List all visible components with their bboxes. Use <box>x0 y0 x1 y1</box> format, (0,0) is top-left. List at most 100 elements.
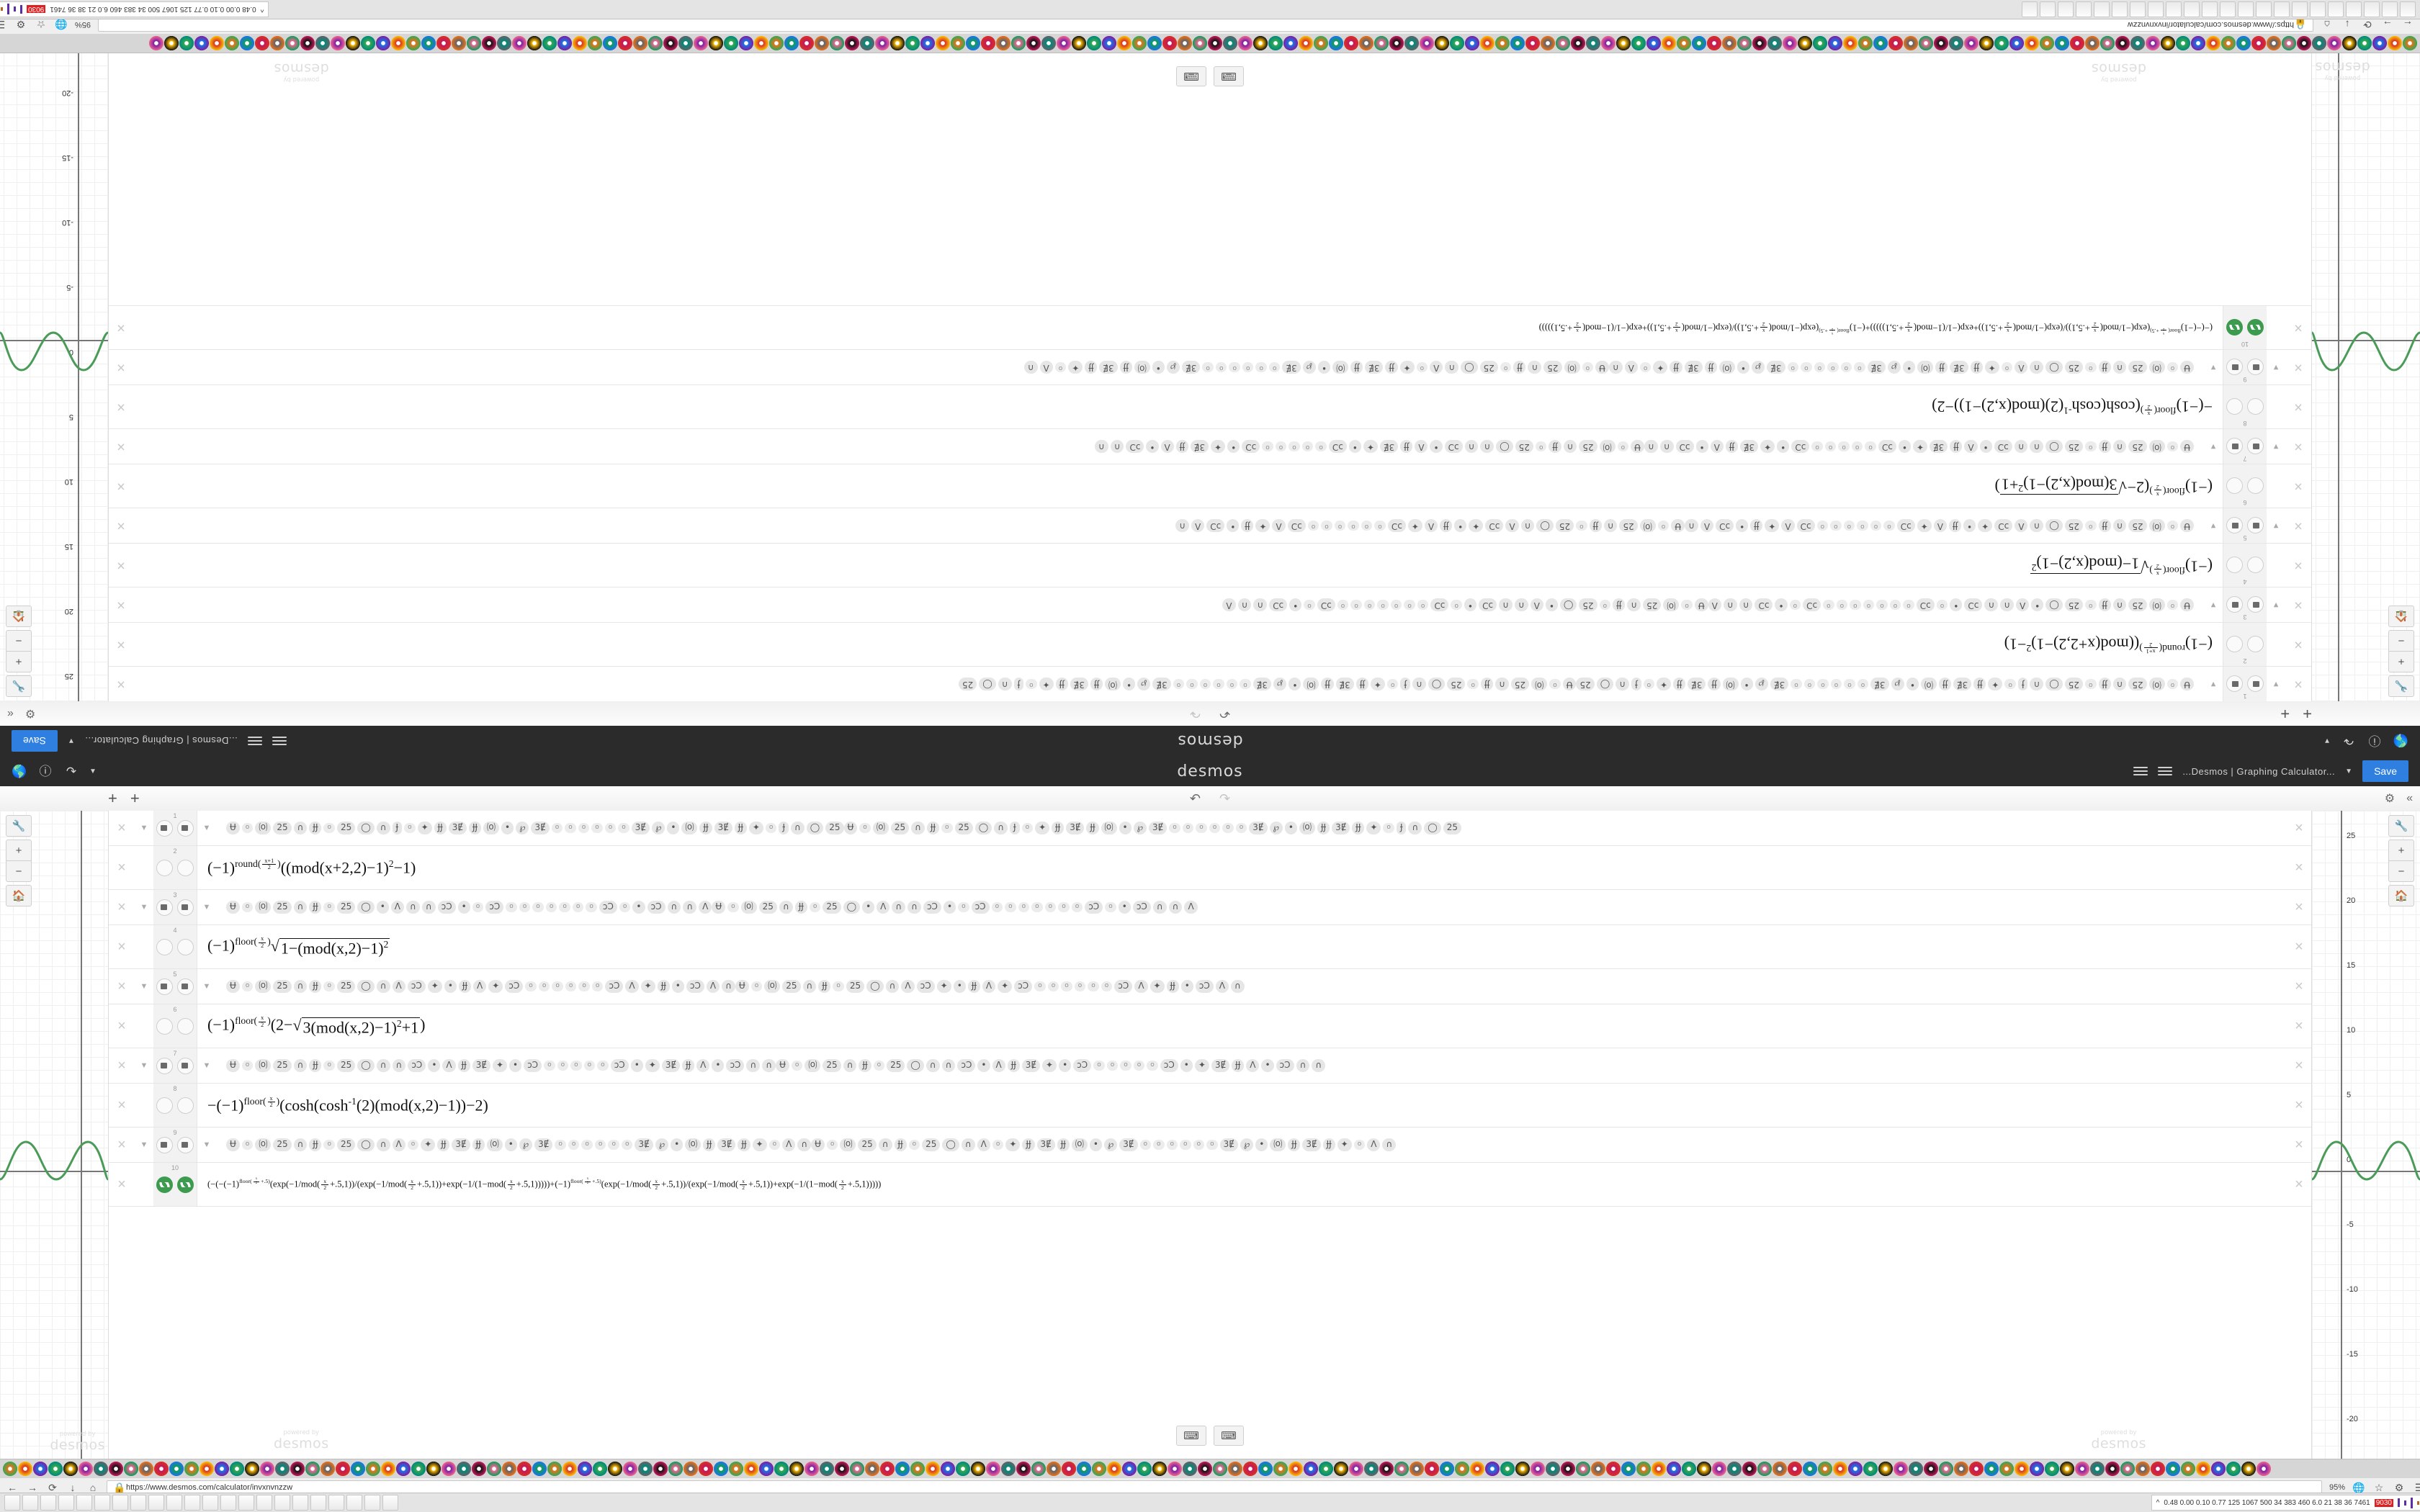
plot-color-swatch[interactable] <box>2226 359 2243 376</box>
browser-tab[interactable] <box>2372 36 2387 50</box>
redo-icon[interactable]: ↷ <box>1189 706 1201 721</box>
browser-tab[interactable] <box>1934 36 1948 50</box>
browser-tab[interactable] <box>542 36 557 50</box>
browser-tab[interactable] <box>1117 36 1131 50</box>
delete-expression-icon[interactable]: × <box>2294 636 2303 653</box>
browser-tab[interactable] <box>1909 1462 1923 1476</box>
expression-row[interactable]: × 2 (−1)round(x+1 2)((mod(x+2,2)−1)2−1) × <box>109 846 2311 890</box>
expand-row-icon[interactable]: ▼ <box>202 1061 211 1070</box>
browser-tab[interactable] <box>391 36 405 50</box>
plot-color-swatch[interactable] <box>2247 557 2264 574</box>
browser-tab[interactable] <box>699 1462 713 1476</box>
translate-icon[interactable]: 🌐 <box>2352 1481 2365 1493</box>
browser-tab[interactable] <box>1001 1462 1016 1476</box>
share-icon[interactable]: ↷ <box>66 764 77 778</box>
plot-color-swatch[interactable] <box>177 1176 194 1193</box>
browser-tab[interactable] <box>875 36 889 50</box>
expression-index-cell[interactable]: 2 <box>2223 623 2267 666</box>
browser-tab[interactable] <box>512 36 526 50</box>
browser-tab[interactable] <box>164 36 179 50</box>
expression-index-cell[interactable]: 6 <box>153 1004 197 1048</box>
wrench-icon[interactable]: 🔧 <box>2388 675 2414 697</box>
browser-tab[interactable] <box>2120 1462 2135 1476</box>
taskbar-window-button[interactable] <box>2040 1 2056 17</box>
browser-tab[interactable] <box>2282 36 2296 50</box>
browser-tab[interactable] <box>1137 1462 1152 1476</box>
browser-tab[interactable] <box>941 1462 955 1476</box>
browser-tab[interactable] <box>835 1462 849 1476</box>
browser-tab[interactable] <box>890 36 905 50</box>
plot-color-swatch[interactable] <box>2226 596 2243 613</box>
browser-tab[interactable] <box>184 1462 199 1476</box>
browser-tab[interactable] <box>1057 36 1071 50</box>
home-icon[interactable]: 🏠 <box>2388 885 2414 906</box>
download-icon[interactable]: ↓ <box>2344 19 2350 30</box>
browser-tab[interactable] <box>275 1462 290 1476</box>
browser-tab[interactable] <box>406 36 421 50</box>
browser-tab[interactable] <box>1636 1462 1651 1476</box>
browser-tab[interactable] <box>1016 1462 1031 1476</box>
expression-index-cell[interactable]: 9 <box>2223 350 2267 384</box>
download-icon[interactable]: ↓ <box>70 1482 76 1493</box>
browser-tab[interactable] <box>452 36 466 50</box>
browser-tab[interactable] <box>215 1462 229 1476</box>
taskbar-window-button[interactable] <box>2148 1 2164 17</box>
browser-tab[interactable] <box>754 36 768 50</box>
browser-tab[interactable] <box>1616 36 1631 50</box>
delete-expression-icon[interactable]: × <box>117 1136 126 1153</box>
browser-tab[interactable] <box>1425 1462 1439 1476</box>
expression-row[interactable]: × 10 (−(−(−1)floor(x 2 +.5)(exp(−1/mod(x 2 +.5… <box>109 1163 2311 1207</box>
taskbar-window-button[interactable] <box>2310 1 2326 17</box>
browser-tab[interactable] <box>3 1462 17 1476</box>
browser-tab[interactable] <box>2357 36 2372 50</box>
browser-tab[interactable] <box>684 1462 698 1476</box>
graph-panel-left[interactable]: 🔧 + − 🏠 powered by desmos <box>0 811 108 1459</box>
browser-tab[interactable] <box>1878 1462 1893 1476</box>
browser-tab[interactable] <box>1243 1462 1258 1476</box>
zoom-out-button[interactable]: − <box>6 630 32 651</box>
browser-tab[interactable] <box>2403 36 2417 50</box>
chevron-down-icon[interactable]: ▼ <box>89 767 97 775</box>
taskbar-window-button[interactable] <box>2328 1 2344 17</box>
browser-tab[interactable] <box>1525 36 1540 50</box>
chevron-down-icon[interactable]: ▼ <box>2323 737 2331 745</box>
expand-row-icon[interactable]: ▼ <box>140 1061 148 1070</box>
browser-tab[interactable] <box>709 36 723 50</box>
taskbar-window-button[interactable] <box>2274 1 2290 17</box>
delete-expression-icon[interactable]: × <box>2295 978 2303 994</box>
browser-tab[interactable] <box>33 1462 48 1476</box>
browser-tab[interactable] <box>1646 36 1661 50</box>
browser-tab[interactable] <box>1389 36 1404 50</box>
collapse-panel-icon[interactable]: « <box>2406 792 2413 804</box>
hamburger-menu-icon[interactable]: ☰ <box>0 18 7 31</box>
browser-tab[interactable] <box>2030 1462 2044 1476</box>
taskbar-window-button[interactable] <box>2382 1 2398 17</box>
browser-tab[interactable] <box>1258 1462 1273 1476</box>
browser-tab[interactable] <box>1359 36 1373 50</box>
plot-color-swatch[interactable] <box>156 1136 173 1153</box>
plot-color-swatch[interactable] <box>177 819 194 837</box>
browser-tab[interactable] <box>1077 1462 1091 1476</box>
home-icon[interactable]: 🏠 <box>2388 606 2414 627</box>
browser-tab[interactable] <box>411 1462 426 1476</box>
graph-panel-right[interactable]: 25 20 15 10 5 0 -5 -10 -15 -20 🔧 + − 🏠 <box>2312 811 2420 1459</box>
expression-index-cell[interactable]: 5 <box>153 969 197 1004</box>
browser-tab[interactable] <box>1888 36 1903 50</box>
taskbar-window-button[interactable] <box>2184 1 2200 17</box>
taskbar-window-button[interactable] <box>2238 1 2254 17</box>
delete-expression-icon[interactable]: × <box>117 859 126 876</box>
browser-tab[interactable] <box>2115 36 2130 50</box>
browser-tab[interactable] <box>2075 1462 2089 1476</box>
delete-expression-icon[interactable]: × <box>2295 1057 2303 1074</box>
browser-tab[interactable] <box>502 1462 516 1476</box>
browser-tab[interactable] <box>2040 36 2054 50</box>
browser-tab[interactable] <box>623 1462 637 1476</box>
browser-tab[interactable] <box>1092 1462 1106 1476</box>
expression-index-cell[interactable]: 1 <box>153 811 197 845</box>
